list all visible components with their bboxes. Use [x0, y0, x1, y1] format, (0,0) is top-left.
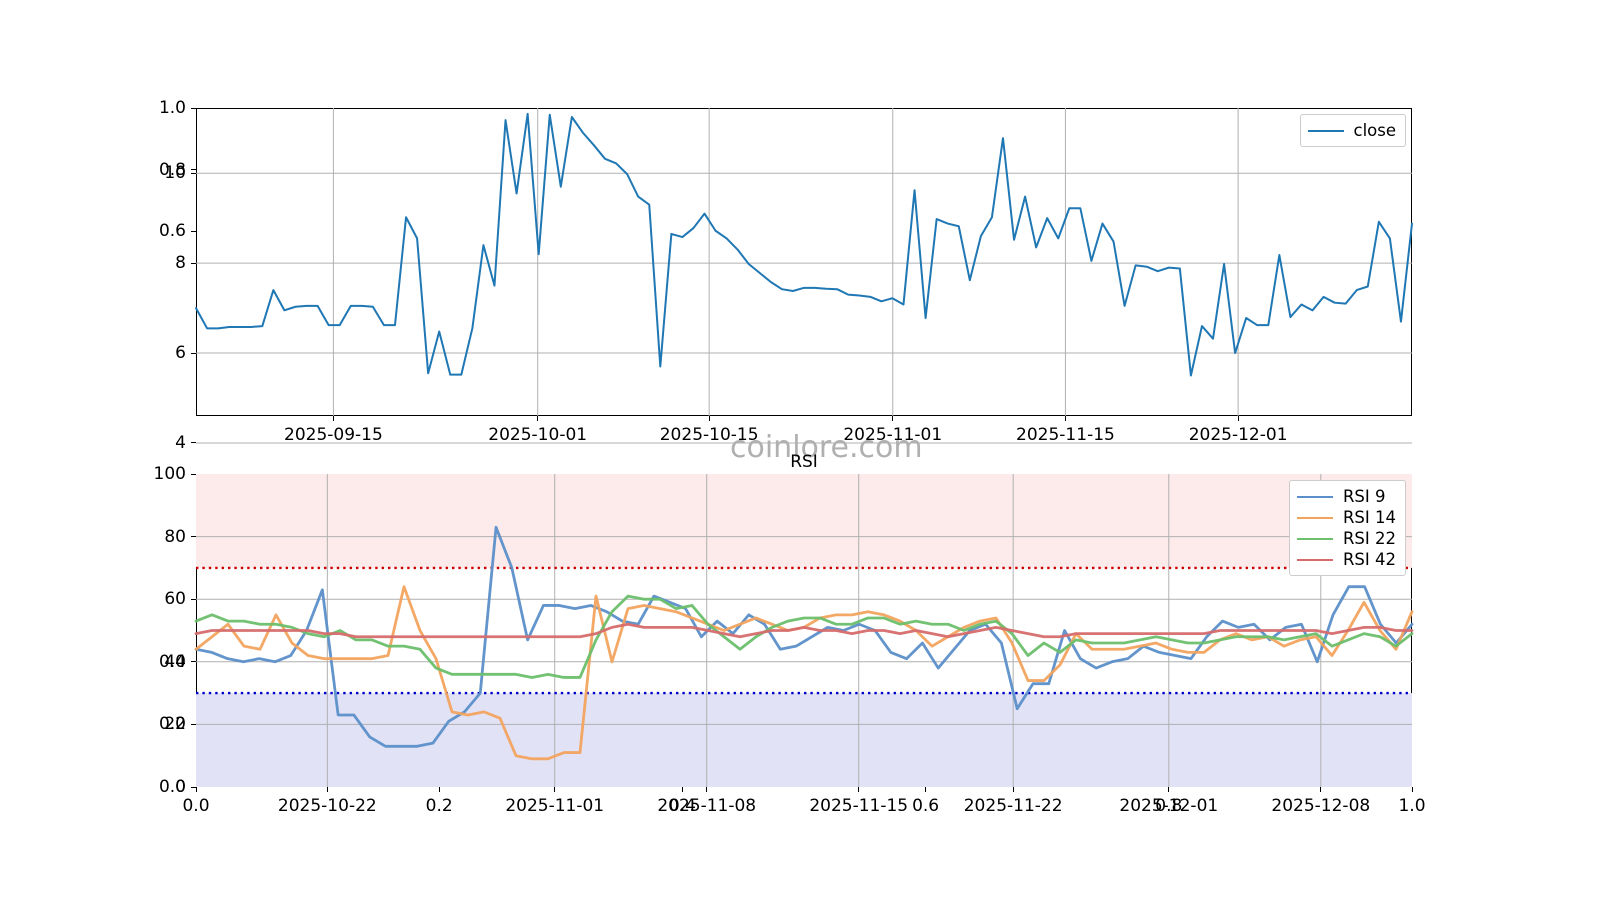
- rsi-x-tickmark: [706, 787, 708, 792]
- price-y-overlay-tick-label: 0.8: [158, 159, 186, 180]
- legend-label-rsi42: RSI 42: [1342, 550, 1396, 569]
- rsi-x-tick-label: 2025-11-22: [963, 796, 1063, 816]
- rsi-x-overlay-tickmark: [681, 787, 683, 792]
- close-color-swatch: [1307, 129, 1344, 132]
- rsi-x-tickmark: [554, 787, 556, 792]
- rsi-x-overlay-tick-label: 0.0: [182, 796, 210, 816]
- rsi-y-overlay-tick-label: 0.4: [158, 651, 186, 672]
- price-x-tick-label: 2025-11-15: [1016, 425, 1115, 445]
- rsi-chart-axes: RSI 9 RSI 14 RSI 22 RSI 42: [194, 474, 1414, 787]
- rsi14-color-swatch: [1296, 516, 1333, 519]
- price-y-overlay-tick-label: 1.0: [158, 98, 186, 118]
- price-x-tickmark: [892, 416, 894, 421]
- price-plot-frame: [196, 108, 1412, 416]
- rsi-x-overlay-tick-label: 0.2: [425, 796, 453, 816]
- price-chart-axes: close: [195, 108, 1413, 444]
- price-x-tickmark: [1237, 416, 1239, 421]
- rsi-x-tick-label: 2025-12-08: [1271, 796, 1371, 816]
- price-x-tick-label: 2025-10-15: [659, 425, 759, 445]
- price-x-tickmark: [1064, 416, 1066, 421]
- rsi-x-overlay-tickmark: [1411, 787, 1413, 792]
- rsi-x-overlay-tickmark: [195, 787, 197, 792]
- rsi-y-overlay-tick-label: 0.2: [158, 714, 186, 735]
- rsi22-color-swatch: [1296, 537, 1333, 540]
- rsi-x-overlay-tick-label: 0.8: [1155, 796, 1183, 816]
- rsi-x-overlay-tickmark: [925, 787, 927, 792]
- price-x-tick-label: 2025-09-15: [284, 425, 383, 445]
- legend-item-rsi9[interactable]: RSI 9: [1296, 486, 1396, 507]
- legend-label-close: close: [1353, 121, 1397, 140]
- price-x-tickmark: [332, 416, 334, 421]
- price-y-tick-label: 10: [164, 163, 186, 184]
- rsi-legend[interactable]: RSI 9 RSI 14 RSI 22 RSI 42: [1288, 480, 1406, 576]
- rsi-x-tick-label: 2025-11-01: [505, 796, 605, 816]
- rsi9-color-swatch: [1296, 495, 1333, 498]
- coinlore-watermark: coinlore.com: [730, 430, 923, 465]
- legend-label-rsi9: RSI 9: [1342, 487, 1386, 506]
- legend-item-rsi22[interactable]: RSI 22: [1296, 528, 1396, 549]
- rsi-y-tick-label: 60: [164, 589, 186, 610]
- price-x-tick-label: 2025-12-01: [1188, 425, 1288, 445]
- rsi-x-tickmark: [326, 787, 328, 792]
- price-y-tickmark: [191, 262, 196, 264]
- rsi-x-tick-label: 2025-11-08: [657, 796, 757, 816]
- legend-label-rsi22: RSI 22: [1342, 529, 1396, 548]
- rsi-y-tick-label: 100: [153, 464, 186, 484]
- rsi42-color-swatch: [1296, 558, 1333, 561]
- rsi-y-tickmark: [191, 536, 196, 538]
- rsi-x-tickmark: [1012, 787, 1014, 792]
- rsi-y-tick-label: 40: [164, 651, 186, 672]
- price-y-tick-label: 4: [175, 432, 186, 453]
- legend-label-rsi14: RSI 14: [1342, 508, 1396, 527]
- rsi-y-tick-label: 80: [164, 526, 186, 547]
- rsi-x-tick-label: 2025-10-22: [277, 796, 377, 816]
- rsi-y-overlay-tickmark: [191, 661, 196, 663]
- rsi-y-overlay-tick-label: 0.0: [158, 777, 186, 797]
- rsi-x-overlay-tickmark: [438, 787, 440, 792]
- price-x-tickmark: [708, 416, 710, 421]
- rsi-x-overlay-tickmark: [1168, 787, 1170, 792]
- rsi-panel-title: RSI: [790, 452, 818, 472]
- legend-item-close[interactable]: close: [1307, 120, 1397, 141]
- rsi-x-tick-label: 2025-11-15: [809, 796, 909, 816]
- rsi-y-tick-label: 0: [175, 777, 186, 797]
- price-legend[interactable]: close: [1299, 114, 1406, 147]
- rsi-x-overlay-tick-label: 0.4: [668, 796, 696, 816]
- rsi-y-tickmark: [191, 473, 196, 475]
- rsi-x-tick-label: 2025-12-01: [1119, 796, 1219, 816]
- rsi-line-plot: [194, 474, 1414, 787]
- legend-item-rsi42[interactable]: RSI 42: [1296, 549, 1396, 570]
- price-y-overlay-tickmark: [191, 169, 196, 171]
- rsi-y-tickmark: [191, 598, 196, 600]
- price-y-overlay-tickmark: [191, 107, 196, 109]
- legend-item-rsi14[interactable]: RSI 14: [1296, 507, 1396, 528]
- rsi-x-overlay-tick-label: 0.6: [912, 796, 940, 816]
- price-x-tickmark: [537, 416, 539, 421]
- rsi-y-overlay-tickmark: [191, 723, 196, 725]
- rsi-x-tickmark: [858, 787, 860, 792]
- rsi-x-overlay-tick-label: 1.0: [1398, 796, 1426, 816]
- rsi-y-tick-label: 20: [164, 714, 186, 735]
- price-y-tick-label: 6: [175, 343, 186, 364]
- price-x-tick-label: 2025-10-01: [488, 425, 588, 445]
- price-y-tickmark: [191, 442, 196, 444]
- rsi-x-tickmark: [1320, 787, 1322, 792]
- price-x-tick-label: 2025-11-01: [843, 425, 943, 445]
- price-y-tickmark: [191, 172, 196, 174]
- price-y-overlay-tickmark: [191, 230, 196, 232]
- rsi-y-overlay-tickmark: [191, 786, 196, 788]
- price-line-plot: [195, 108, 1413, 444]
- price-y-overlay-tick-label: 0.6: [158, 221, 186, 242]
- price-y-tick-label: 8: [175, 253, 186, 274]
- price-y-tickmark: [191, 352, 196, 354]
